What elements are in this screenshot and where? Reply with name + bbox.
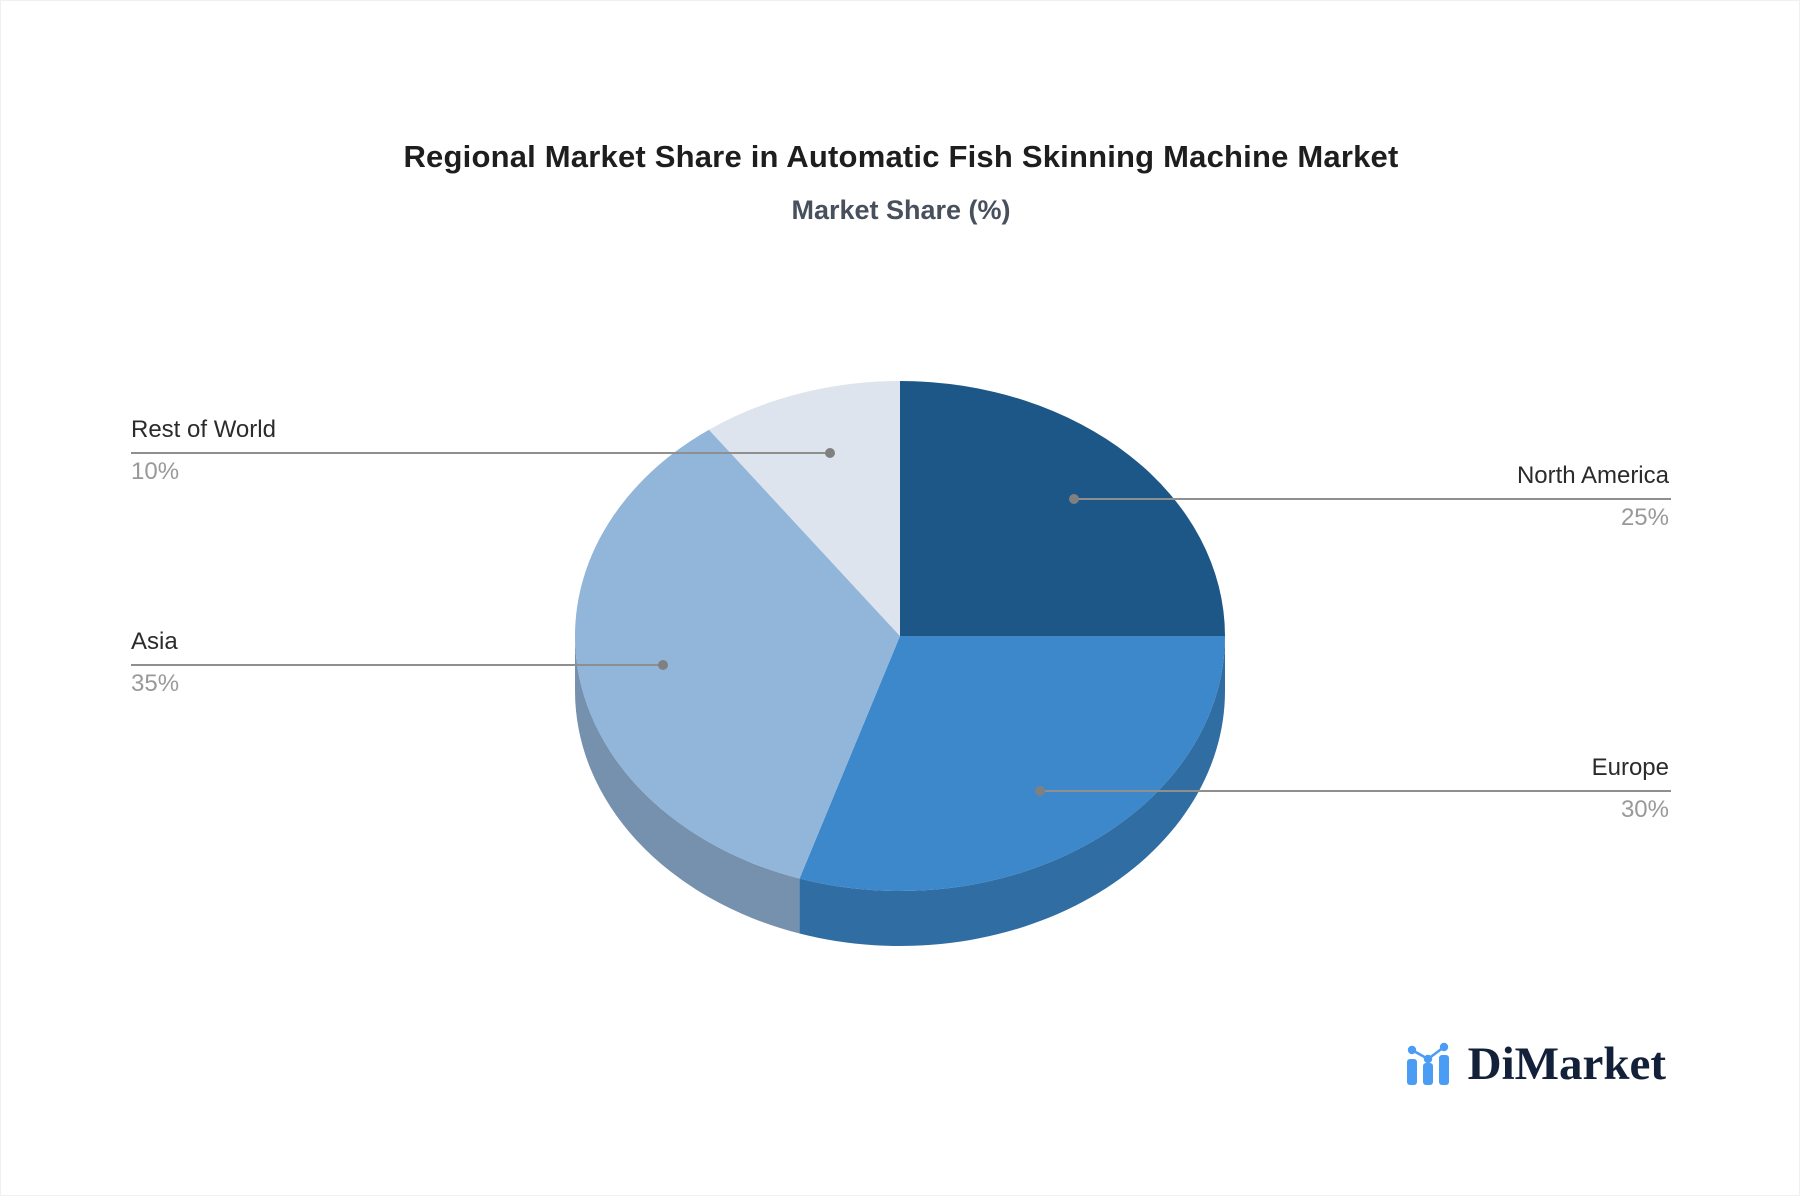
label-asia: Asia 35%	[131, 628, 179, 699]
pie-slice-depth-asia	[575, 636, 800, 934]
slice-label-value: 10%	[131, 457, 180, 485]
slice-label-name: Asia	[131, 628, 178, 655]
label-rest-of-world: Rest of World 10%	[131, 416, 276, 487]
pie-slice-europe[interactable]	[799, 636, 1225, 891]
leader-dot-europe	[1035, 786, 1045, 796]
chart-title: Regional Market Share in Automatic Fish …	[403, 139, 1399, 174]
chart-subtitle: Market Share (%)	[791, 195, 1011, 225]
bar-chart-icon	[1406, 1042, 1449, 1085]
slice-label-value: 35%	[131, 669, 180, 697]
brand-logo: DiMarket	[1404, 1041, 1666, 1088]
label-north-america: North America 25%	[1517, 462, 1669, 533]
leader-dot-asia	[658, 660, 668, 670]
pie-slice-rest-of-world[interactable]	[708, 381, 900, 636]
pie-slice-asia[interactable]	[575, 429, 900, 879]
slice-label-name: Europe	[1591, 754, 1669, 781]
slice-label-value: 25%	[1620, 503, 1669, 531]
pie-slice-depth-europe	[799, 636, 1225, 946]
brand-name: DiMarket	[1467, 1038, 1666, 1090]
leader-dot-rest_of_world	[825, 448, 835, 458]
label-europe: Europe 30%	[1592, 754, 1669, 825]
slice-label-name: North America	[1516, 462, 1669, 489]
slice-label-name: Rest of World	[131, 416, 276, 443]
slice-label-value: 30%	[1620, 795, 1669, 823]
pie-slice-north-america[interactable]	[900, 381, 1225, 636]
leader-dot-north_america	[1069, 494, 1079, 504]
